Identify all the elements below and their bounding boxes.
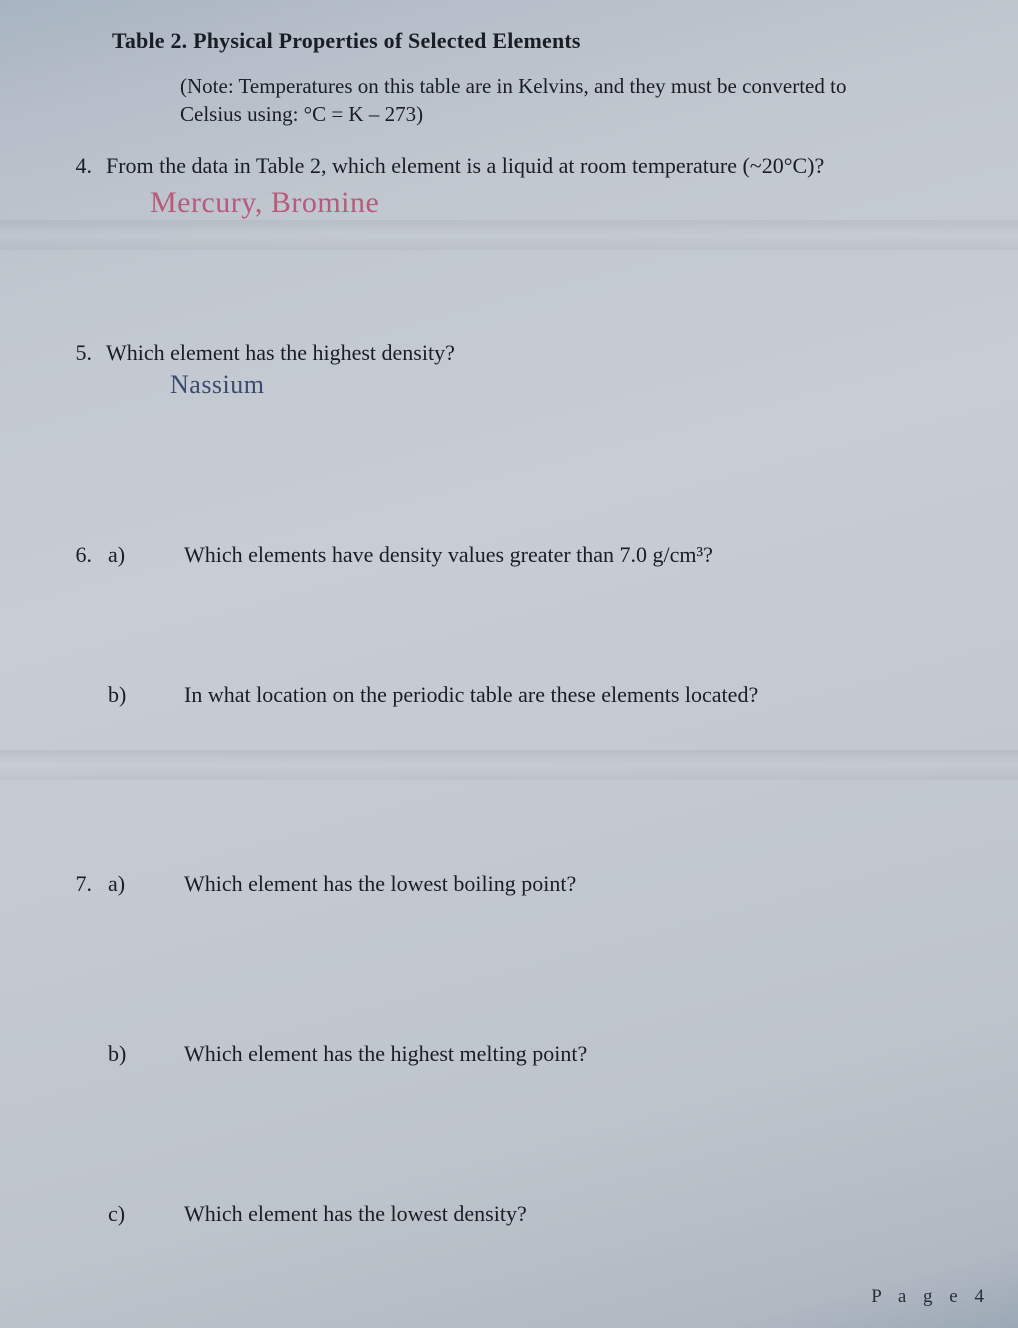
- question-7a-text: Which element has the lowest boiling poi…: [154, 869, 978, 899]
- question-4-text: From the data in Table 2, which element …: [106, 151, 976, 181]
- question-7c: c) Which element has the lowest density?: [106, 1199, 978, 1229]
- question-6b-label: b): [106, 680, 154, 710]
- note-line-1: (Note: Temperatures on this table are in…: [180, 74, 846, 98]
- question-6-number: 6.: [58, 540, 106, 570]
- question-6b: b) In what location on the periodic tabl…: [106, 680, 978, 710]
- question-5-text: Which element has the highest density?: [106, 338, 976, 368]
- question-7a-label: a): [106, 869, 154, 899]
- question-6b-text: In what location on the periodic table a…: [154, 680, 978, 710]
- question-4-number: 4.: [58, 151, 106, 181]
- question-7-number: 7.: [58, 869, 106, 899]
- question-7b-text: Which element has the highest melting po…: [154, 1039, 978, 1069]
- question-5: 5. Which element has the highest density…: [58, 338, 978, 368]
- conversion-note: (Note: Temperatures on this table are in…: [180, 72, 970, 129]
- table-title: Table 2. Physical Properties of Selected…: [112, 28, 978, 54]
- question-5-answer: Nassium: [170, 370, 978, 400]
- question-7a: 7. a) Which element has the lowest boili…: [58, 869, 978, 899]
- note-line-2: Celsius using: °C = K – 273): [180, 102, 423, 126]
- question-7c-label: c): [106, 1199, 154, 1229]
- question-4: 4. From the data in Table 2, which eleme…: [58, 151, 978, 181]
- question-6a-text: Which elements have density values great…: [154, 540, 978, 570]
- question-4-answer: Mercury, Bromine: [150, 186, 978, 220]
- question-5-number: 5.: [58, 338, 106, 368]
- question-7b-label: b): [106, 1039, 154, 1069]
- worksheet-page: Table 2. Physical Properties of Selected…: [0, 0, 1018, 1328]
- question-7c-text: Which element has the lowest density?: [154, 1199, 978, 1229]
- question-7b: b) Which element has the highest melting…: [106, 1039, 978, 1069]
- question-6a-label: a): [106, 540, 154, 570]
- question-6a: 6. a) Which elements have density values…: [58, 540, 978, 570]
- page-footer: P a g e 4: [871, 1286, 990, 1308]
